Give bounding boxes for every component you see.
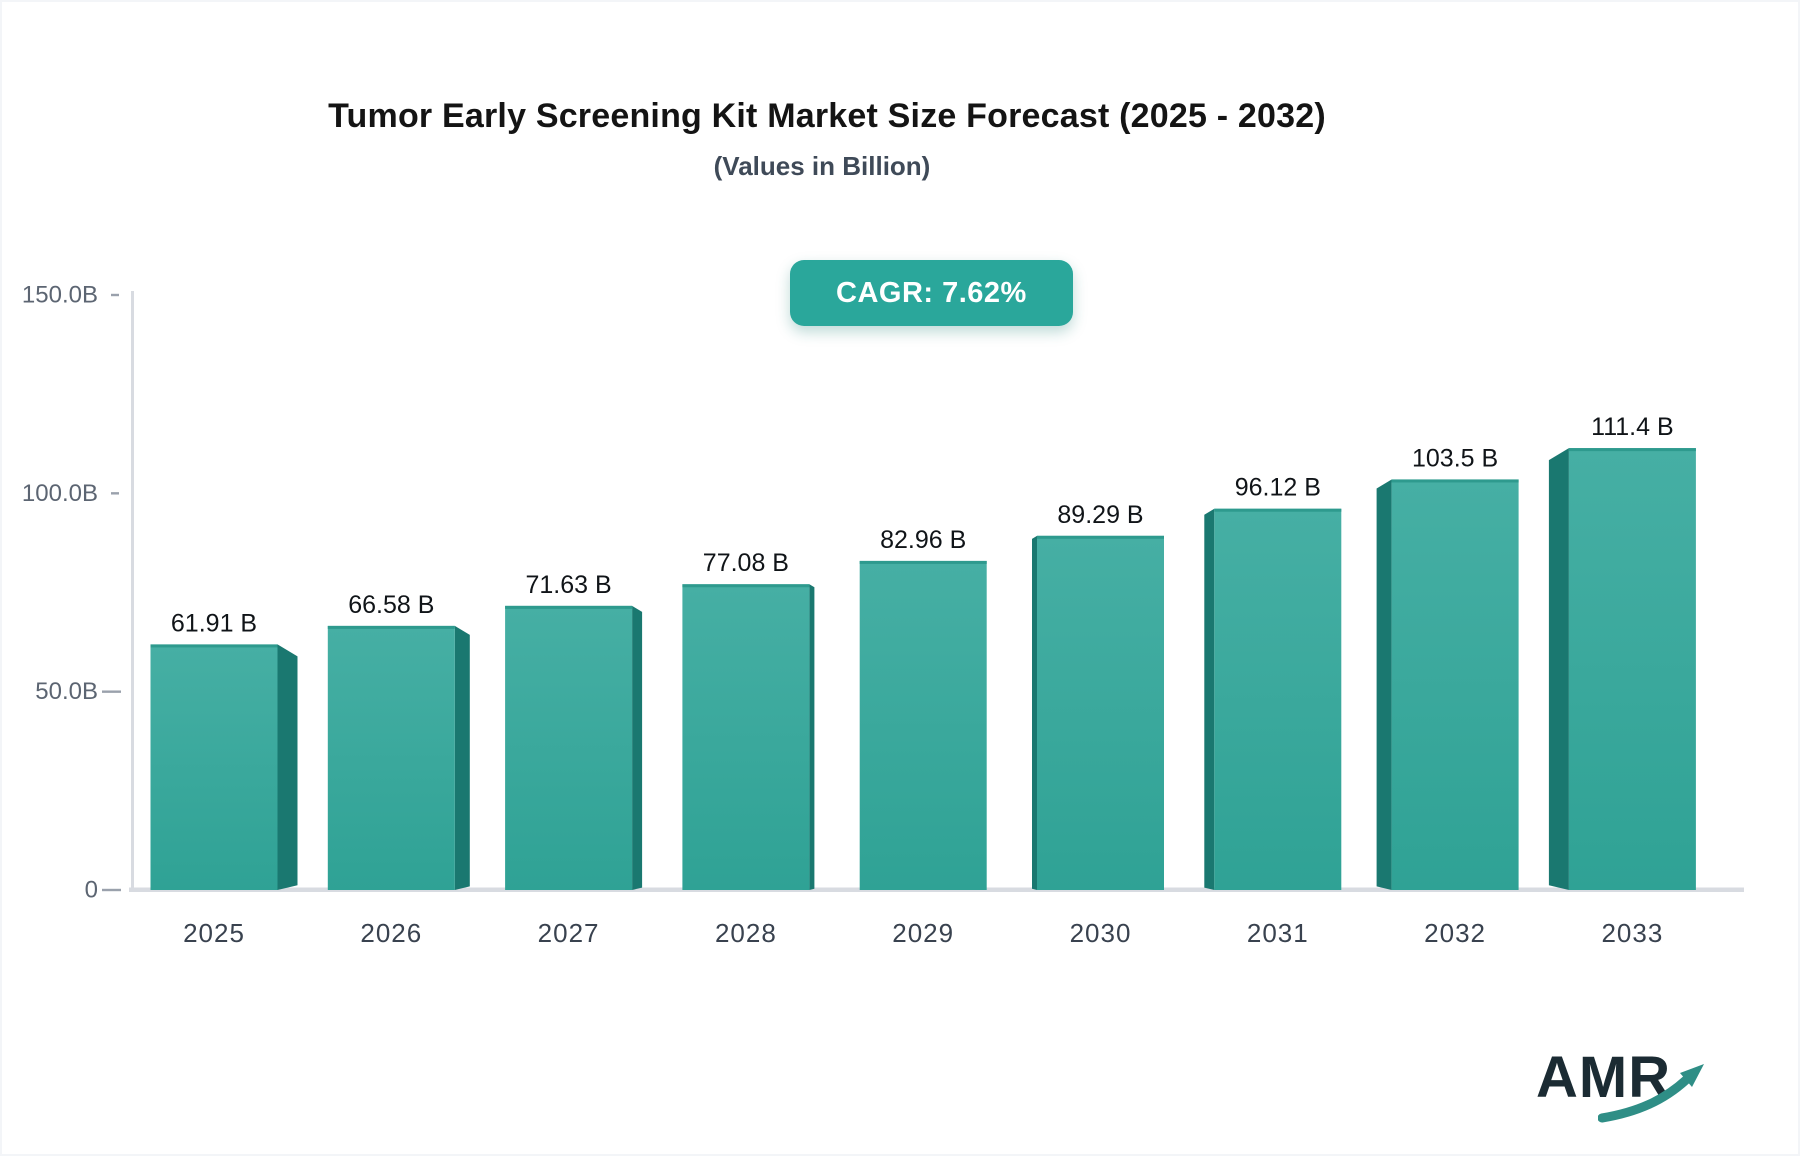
x-axis-label: 2027 xyxy=(538,918,600,948)
bar-front-face xyxy=(1568,448,1696,890)
bar-top-edge xyxy=(1214,508,1342,512)
y-tick-label: 100.0B xyxy=(22,480,98,507)
bar-front-face xyxy=(859,560,987,890)
x-axis-label: 2028 xyxy=(715,918,777,948)
bar-value-label: 61.91 B xyxy=(171,609,257,637)
bar-value-label: 111.4 B xyxy=(1591,413,1673,441)
bar-front-face xyxy=(327,625,455,890)
y-tick-label: 0 xyxy=(85,877,98,904)
chart-area: 150.0B 100.0B 50.0B 0 61.91 B 2025 66.58 B 2026… xyxy=(2,232,1800,962)
x-axis-label: 2033 xyxy=(1601,918,1663,948)
bar-2025[interactable]: 61.91 B xyxy=(150,609,298,890)
bar-side-face xyxy=(809,584,815,890)
bar-side-face xyxy=(1376,479,1392,890)
bar-front-face xyxy=(682,584,810,890)
bar-2033[interactable]: 111.4 B xyxy=(1548,413,1696,890)
bar-top-edge xyxy=(1568,448,1696,452)
bar-value-label: 96.12 B xyxy=(1235,474,1321,502)
bar-top-edge xyxy=(1037,535,1164,539)
bar-side-face xyxy=(632,605,643,890)
bar-front-face xyxy=(150,644,278,890)
bar-side-face xyxy=(1548,448,1569,890)
cagr-badge: CAGR: 7.62% xyxy=(790,260,1073,326)
bar-value-label: 82.96 B xyxy=(880,526,966,554)
bar-top-edge xyxy=(682,584,810,588)
bar-top-edge xyxy=(1391,479,1519,483)
y-tick-label: 50.0B xyxy=(35,678,98,705)
bar-side-face xyxy=(1032,535,1037,890)
x-axis-label: 2025 xyxy=(183,918,245,948)
bar-front-face xyxy=(1214,508,1342,890)
bar-top-edge xyxy=(327,625,455,629)
bar-side-face xyxy=(277,644,298,890)
chart-subtitle: (Values in Billion) xyxy=(713,151,931,181)
bar-2032[interactable]: 103.5 B xyxy=(1376,444,1519,890)
bar-chart: 150.0B 100.0B 50.0B 0 61.91 B 2025 66.58 B 2026… xyxy=(22,282,1744,948)
bar-top-edge xyxy=(505,605,633,609)
bar-front-face xyxy=(1037,535,1164,890)
bar-2026[interactable]: 66.58 B xyxy=(327,591,470,890)
bar-2029[interactable]: 82.96 B xyxy=(859,526,987,890)
y-axis-tick xyxy=(111,492,119,495)
bar-2028[interactable]: 77.08 B xyxy=(682,549,815,890)
bar-front-face xyxy=(505,605,633,890)
brand-logo-text: AMR xyxy=(1536,1045,1672,1110)
bar-value-label: 103.5 B xyxy=(1412,444,1498,472)
y-axis-tick xyxy=(111,293,119,297)
bar-value-label: 89.29 B xyxy=(1057,501,1143,529)
brand-logo: AMR xyxy=(1536,1038,1766,1134)
x-axis-label: 2026 xyxy=(360,918,422,948)
y-axis-tick xyxy=(102,888,121,892)
x-axis-label: 2030 xyxy=(1070,918,1132,948)
bar-value-label: 77.08 B xyxy=(703,549,789,577)
bar-side-face xyxy=(454,625,470,890)
y-axis-line xyxy=(131,291,134,892)
bar-2030[interactable]: 89.29 B xyxy=(1032,501,1164,890)
bar-top-edge xyxy=(859,560,987,564)
bar-value-label: 71.63 B xyxy=(526,571,612,599)
chart-title: Tumor Early Screening Kit Market Size Fo… xyxy=(328,97,1326,135)
x-axis-label: 2029 xyxy=(892,918,954,948)
growth-arrow-icon xyxy=(1598,1064,1704,1123)
x-axis-label: 2032 xyxy=(1424,918,1486,948)
bar-2027[interactable]: 71.63 B xyxy=(505,571,643,890)
y-tick-label: 150.0B xyxy=(22,282,98,309)
bar-top-edge xyxy=(150,644,278,648)
y-axis-tick xyxy=(102,690,121,693)
bar-value-label: 66.58 B xyxy=(348,591,434,619)
x-axis-label: 2031 xyxy=(1247,918,1309,948)
bar-side-face xyxy=(1204,508,1215,890)
bar-2031[interactable]: 96.12 B xyxy=(1204,474,1342,890)
bar-front-face xyxy=(1391,479,1519,890)
